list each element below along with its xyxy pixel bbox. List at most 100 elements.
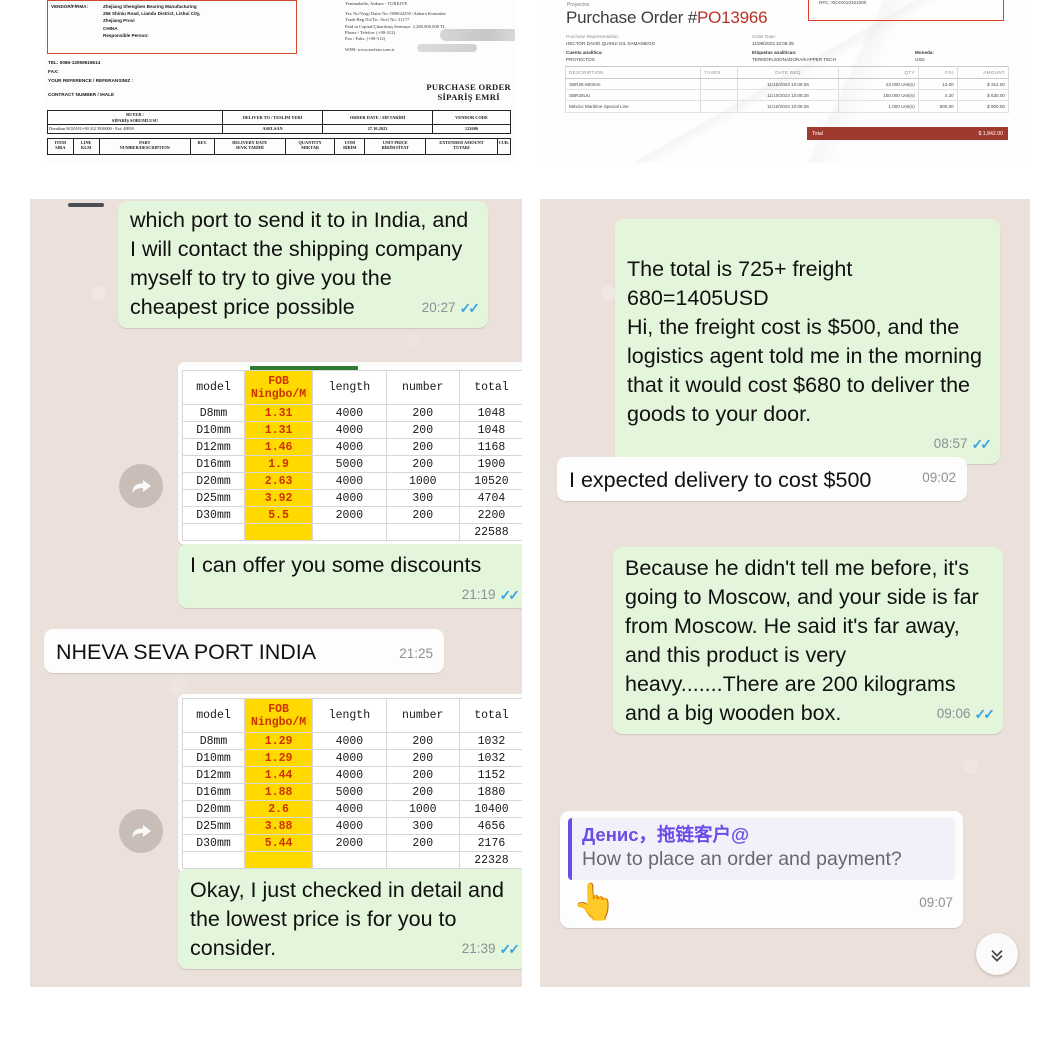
vendor-code-value: 122606 bbox=[432, 124, 511, 134]
col-unit-price-tr: BİRİM FİYAT bbox=[381, 145, 409, 151]
table-row: D20mm 2.6 4000 1000 10400 bbox=[182, 800, 522, 818]
message-emoji: 👆 bbox=[572, 880, 617, 922]
cell-fob: 5.5 bbox=[243, 506, 314, 524]
cell-total: 2200 bbox=[458, 506, 522, 524]
table-row: D20mm 2.63 4000 1000 10520 bbox=[182, 472, 522, 490]
cell-model: D25mm bbox=[182, 817, 245, 835]
col-unit-price: UNIT PRICE bbox=[382, 140, 408, 145]
cell-length: 4000 bbox=[312, 472, 387, 490]
forward-icon[interactable] bbox=[119, 464, 163, 508]
cell-total: 1048 bbox=[458, 404, 522, 422]
message-time: 09:02 bbox=[922, 470, 956, 485]
cell-total: 1032 bbox=[458, 749, 522, 767]
table-header-row: DESCRIPTION TAXES DATE REQ QTY P/U AMOUN… bbox=[564, 66, 1010, 79]
table-row: D30mm 5.5 2000 200 2200 bbox=[182, 506, 522, 524]
cell-length: 4000 bbox=[312, 438, 387, 456]
chat-message-bubble[interactable]: The total is 725+ freight 680=1405USD Hi… bbox=[615, 219, 1000, 464]
forward-arrow-icon bbox=[132, 480, 151, 493]
cell-model: D30mm bbox=[182, 834, 245, 852]
message-meta: 08:57 ✓✓ bbox=[933, 436, 992, 452]
table-row: D10mm 1.29 4000 200 1032 bbox=[182, 749, 522, 767]
message-time: 21:25 bbox=[399, 646, 433, 661]
cuenta-analitica-value: PROYECTOS bbox=[566, 57, 595, 63]
cell-qty: 24.000 Unit(s) bbox=[837, 78, 919, 91]
cell-amount: $ 630.00 bbox=[956, 89, 1010, 102]
po-total-bar: Total $ 1,842.00 bbox=[807, 127, 1008, 140]
vendor-tel: TEL: 0086-13059618614 bbox=[48, 60, 101, 65]
moneda-value: USD bbox=[915, 57, 925, 63]
chat-message-bubble[interactable]: I expected delivery to cost $500 09:02 bbox=[557, 457, 967, 501]
message-time: 08:57 bbox=[933, 436, 968, 451]
buyer-header-tr: SİPARİŞ SORUMLUSU bbox=[111, 117, 159, 123]
th-model: model bbox=[182, 370, 245, 405]
chat-panel-right[interactable]: The total is 725+ freight 680=1405USD Hi… bbox=[540, 199, 1030, 987]
cell-taxes bbox=[700, 89, 739, 102]
th-length: length bbox=[312, 370, 387, 405]
th-pu: P/U bbox=[917, 66, 958, 79]
cell-model: D10mm bbox=[182, 749, 245, 767]
cell-description: SBR25UU bbox=[564, 89, 702, 102]
company-trade-reg: Trade Reg.No/Tic. Sicil No: 31177 bbox=[345, 17, 410, 23]
th-amount: AMOUNT bbox=[956, 66, 1010, 79]
cell-amount: $ 900.00 bbox=[956, 100, 1010, 113]
deliver-to-header: DELIVER TO / TESLİM YERİ bbox=[222, 109, 323, 126]
your-reference: YOUR REFERENCE / REFERANSINIZ : bbox=[48, 78, 134, 83]
cuenta-analitica-label: Cuenta analitica: bbox=[566, 50, 603, 55]
vendor-contact-block: TEL: 0086-13059618614 FAX: YOUR REFERENC… bbox=[48, 58, 133, 85]
chat-message-bubble[interactable]: NHEVA SEVA PORT INDIA 21:25 bbox=[44, 629, 444, 673]
total-value: $ 1,842.00 bbox=[978, 130, 1003, 137]
order-date-label: Order Date: bbox=[752, 34, 776, 39]
document-eyebrow: Proyectos bbox=[567, 2, 590, 8]
quoted-author: Денис，拖链客户@ bbox=[582, 824, 750, 845]
table-row: D10mm 1.31 4000 200 1048 bbox=[182, 421, 522, 439]
chat-image-bubble[interactable]: model FOB Ningbo/M length number total D… bbox=[178, 362, 522, 545]
cell-fob: 1.9 bbox=[243, 455, 314, 473]
chat-message-bubble[interactable]: Because he didn't tell me before, it's g… bbox=[613, 547, 1003, 734]
cell-length: 4000 bbox=[312, 404, 387, 422]
message-text: Okay, I just checked in detail and the l… bbox=[190, 878, 504, 960]
cell-fob: 2.63 bbox=[243, 472, 314, 490]
chat-message-bubble[interactable]: I can offer you some discounts 21:19 ✓✓ bbox=[178, 544, 522, 608]
order-date-value: 27.10.2023 bbox=[322, 124, 433, 134]
cell-number: 300 bbox=[385, 489, 460, 507]
purchase-rep-block: Purchase Representative: HECTOR DAVID QU… bbox=[566, 33, 655, 47]
th-fob-line2: Ningbo/M bbox=[251, 387, 307, 401]
col-line-tr: KLM bbox=[81, 145, 92, 151]
chat-message-bubble[interactable]: Okay, I just checked in detail and the l… bbox=[178, 869, 522, 969]
cell-length: 4000 bbox=[312, 800, 387, 818]
th-total: total bbox=[458, 698, 522, 733]
cell-pu: 900.00 bbox=[917, 100, 958, 113]
cell-model: D16mm bbox=[182, 455, 245, 473]
cell-fob: 1.29 bbox=[243, 732, 314, 750]
cell-fob: 1.31 bbox=[243, 404, 314, 422]
chat-message-bubble[interactable]: which port to send it to in India, and I… bbox=[118, 201, 488, 328]
chat-image-bubble[interactable]: model FOB Ningbo/M length number total D… bbox=[178, 694, 522, 873]
cell-total: 1152 bbox=[458, 766, 522, 784]
forward-icon[interactable] bbox=[119, 809, 163, 853]
cell-number: 200 bbox=[385, 455, 460, 473]
cell-grand-total: 22588 bbox=[458, 523, 522, 541]
chat-quoted-message-bubble[interactable]: Денис，拖链客户@ How to place an order and pa… bbox=[560, 811, 963, 928]
th-fob-line1: FOB bbox=[268, 702, 289, 716]
chat-panel-left[interactable]: which port to send it to in India, and I… bbox=[30, 199, 522, 987]
cell-length: 4000 bbox=[312, 749, 387, 767]
cell-length: 2000 bbox=[312, 834, 387, 852]
documents-strip: VENDOR/FİRMA: Zhejiang Shengben Bearing … bbox=[0, 0, 1060, 172]
order-header-table: BUYER / SİPARİŞ SORUMLUSU DELIVER TO / T… bbox=[47, 109, 511, 134]
vendor-name: Zhejiang Shengben Bearing Manufacturing bbox=[103, 4, 197, 9]
scroll-to-bottom-button[interactable] bbox=[976, 933, 1018, 975]
cell-pu: 13.00 bbox=[917, 78, 958, 91]
cell-date-req: 11/10/2023 10:08:35 bbox=[737, 89, 839, 102]
cell-number: 200 bbox=[385, 732, 460, 750]
forward-arrow-icon bbox=[132, 825, 151, 838]
message-text: Because he didn't tell me before, it's g… bbox=[625, 556, 979, 725]
col-part-desc: NUMBER/DESCRIPTION bbox=[119, 145, 170, 151]
quoted-message[interactable]: Денис，拖链客户@ How to place an order and pa… bbox=[568, 818, 955, 880]
table-row: México Maritime Special Line 11/10/2023 … bbox=[564, 100, 1010, 113]
cuenta-analitica-block: Cuenta analitica: PROYECTOS bbox=[566, 49, 603, 63]
cell-model: D8mm bbox=[182, 404, 245, 422]
col-quantity: QUANTITY bbox=[298, 140, 322, 145]
cell-length: 5000 bbox=[312, 455, 387, 473]
message-time: 20:27 bbox=[421, 300, 456, 315]
